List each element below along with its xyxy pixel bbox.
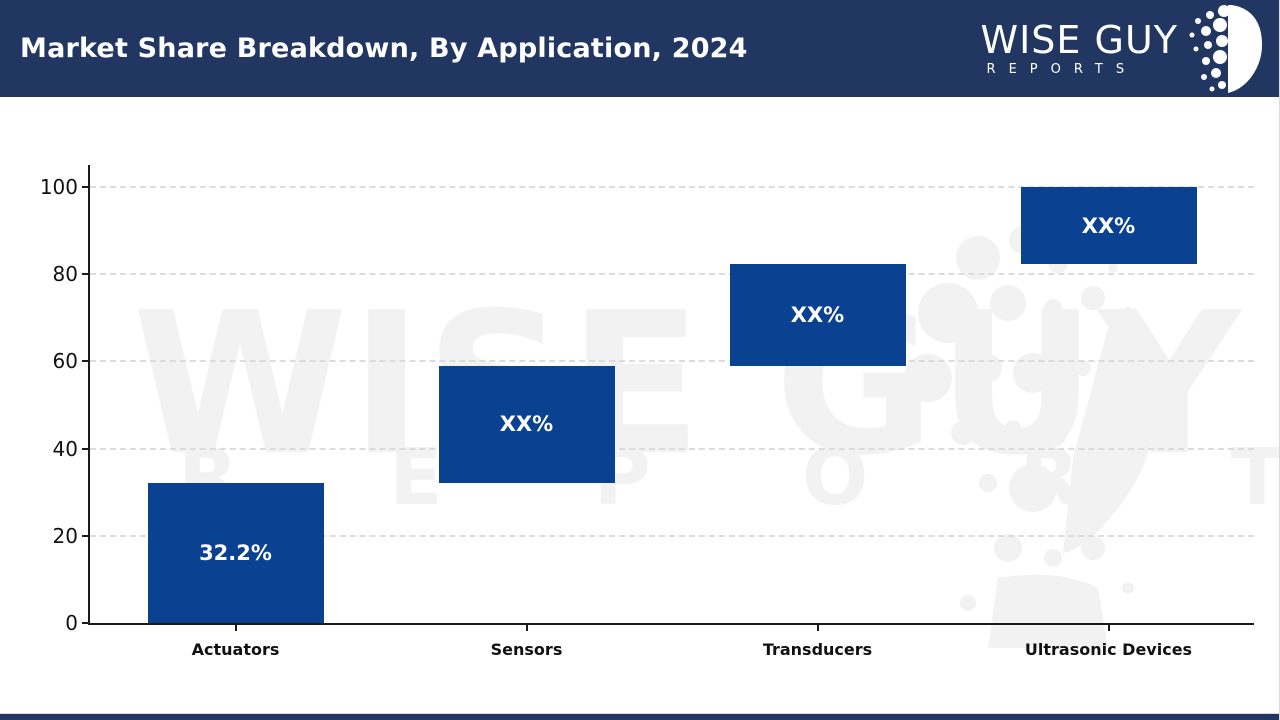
x-axis-tick-mark [525,624,528,631]
logo-wordmark: WISE GUY [980,17,1178,62]
y-axis-tick-label: 100 [39,175,78,199]
bar-value-label: XX% [499,412,554,437]
bar-value-label: 32.2% [199,540,272,565]
x-axis-tick-mark [1107,624,1110,631]
x-axis-category-label: Transducers [762,640,873,659]
y-axis-tick-mark [82,186,90,188]
bar-transducers: XX% [729,264,906,366]
y-axis-line [88,165,90,625]
logo-text: WISE GUY REPORTS [981,21,1178,77]
gridline [90,186,1254,188]
x-axis-category-label: Actuators [191,640,280,659]
y-axis-tick-label: 40 [52,436,78,461]
footer-bar [0,713,1279,720]
x-axis-category-label: Sensors [490,640,563,659]
y-axis-tick-mark [82,273,90,276]
bar-ultrasonic-devices: XX% [1020,187,1197,265]
gridline [90,273,1254,276]
gridline [90,360,1254,363]
y-axis-tick-mark [82,534,90,537]
y-axis-tick-label: 0 [65,611,78,635]
y-axis-tick-label: 80 [52,262,78,287]
bar-sensors: XX% [438,365,615,483]
wise-guy-logo: WISE GUY REPORTS [981,3,1266,95]
logo-face-icon [1189,4,1263,93]
y-axis-tick-label: 60 [52,349,78,374]
gridline [90,447,1254,450]
y-axis-tick-mark [82,447,90,450]
y-axis-tick-mark [82,622,90,624]
x-axis-tick-mark [816,624,819,631]
page-title: Market Share Breakdown, By Application, … [20,33,748,64]
watermark-face-icon [904,226,1159,648]
y-axis-tick-mark [82,360,90,363]
bar-actuators: 32.2% [147,482,324,623]
bar-value-label: XX% [790,302,845,327]
watermark-wordmark: WISE GUY [132,271,1243,499]
x-axis-tick-mark [234,624,237,631]
x-axis-line [88,623,1254,625]
header-bar: Market Share Breakdown, By Application, … [0,0,1279,97]
y-axis-tick-label: 20 [52,523,78,548]
gridline [90,534,1254,537]
x-axis-category-label: Ultrasonic Devices [1024,640,1193,659]
logo-subtitle: REPORTS [986,61,1138,77]
bar-value-label: XX% [1081,213,1136,238]
